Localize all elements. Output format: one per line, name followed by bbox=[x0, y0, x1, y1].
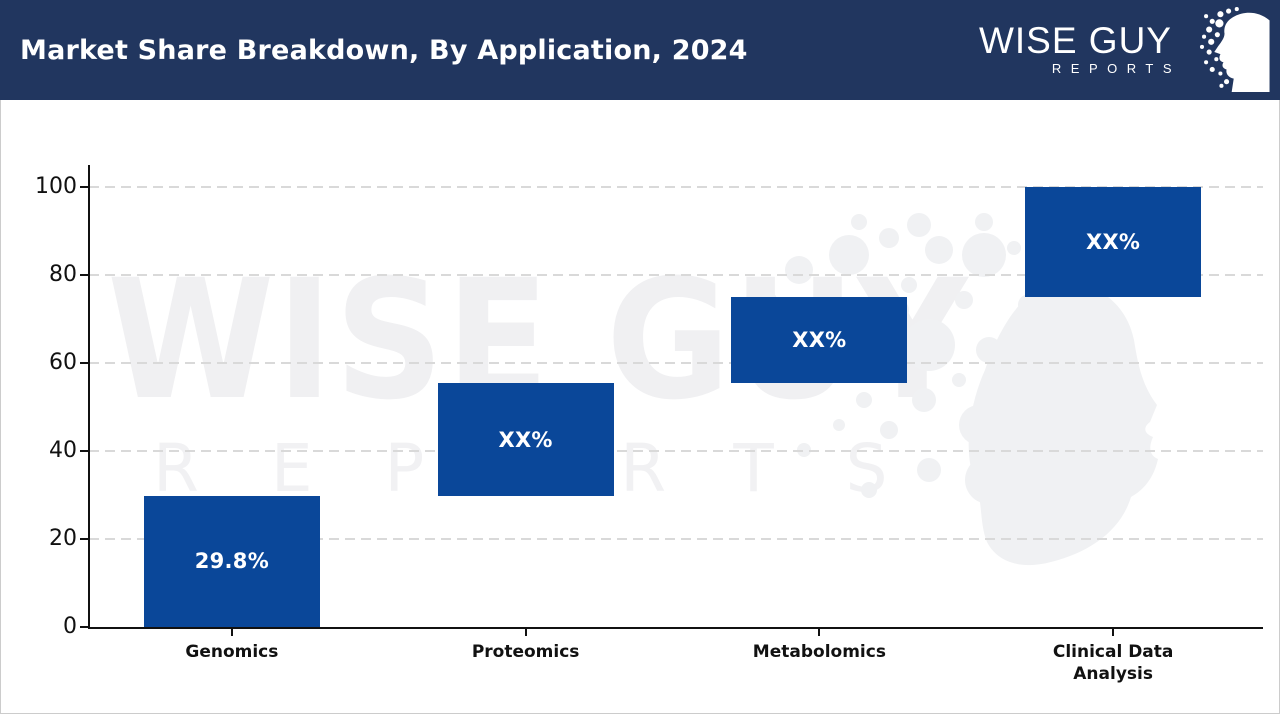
plot: 0 20 40 60 80 100 29.8% Genomics XX% Proteomics XX… bbox=[1, 100, 1279, 713]
chart-area: WISE GUY REPORTS 02040608010029.8%Genomi… bbox=[0, 100, 1280, 714]
y-tick bbox=[80, 538, 88, 540]
gridline bbox=[89, 538, 1263, 540]
y-tick bbox=[80, 274, 88, 276]
x-tick bbox=[818, 629, 821, 636]
x-tick bbox=[1112, 629, 1115, 636]
gridline bbox=[89, 274, 1263, 276]
gridline bbox=[89, 450, 1263, 452]
logo-text: WISE GUY REPORTS bbox=[979, 22, 1172, 78]
bar-value-label: XX% bbox=[1085, 230, 1141, 254]
y-tick bbox=[80, 362, 88, 364]
y-tick-label: 100 bbox=[35, 174, 77, 199]
gridline bbox=[89, 362, 1263, 364]
bar-genomics: 29.8% bbox=[143, 495, 320, 627]
y-axis bbox=[88, 165, 90, 629]
header: Market Share Breakdown, By Application, … bbox=[0, 0, 1280, 100]
x-category-label: Clinical Data Analysis bbox=[1052, 642, 1174, 684]
logo-wordmark: WISE GUY bbox=[978, 20, 1172, 61]
y-tick bbox=[80, 450, 88, 452]
gridline bbox=[89, 186, 1263, 188]
logo-subtext: REPORTS bbox=[1051, 61, 1181, 76]
x-tick bbox=[524, 629, 527, 636]
bar-proteomics: XX% bbox=[437, 383, 614, 496]
x-axis bbox=[88, 627, 1263, 629]
y-tick-label: 0 bbox=[63, 614, 77, 639]
x-category-label: Metabolomics bbox=[752, 642, 886, 662]
chart-title: Market Share Breakdown, By Application, … bbox=[20, 34, 748, 66]
watermark-face-icon bbox=[761, 213, 1158, 566]
x-category-label: Proteomics bbox=[471, 642, 580, 662]
y-tick bbox=[80, 186, 88, 188]
y-tick-label: 80 bbox=[49, 262, 77, 287]
bar-clinical-data-analysis: XX% bbox=[1025, 187, 1202, 297]
wiseguy-logo: WISE GUY REPORTS bbox=[979, 6, 1274, 94]
y-tick-label: 20 bbox=[49, 526, 77, 551]
bar-value-label: 29.8% bbox=[194, 549, 270, 574]
bar-value-label: XX% bbox=[498, 427, 553, 452]
x-tick bbox=[230, 629, 233, 636]
y-tick-label: 40 bbox=[49, 438, 77, 463]
y-tick bbox=[80, 626, 88, 628]
y-tick-label: 60 bbox=[49, 350, 77, 375]
logo-face-icon bbox=[1199, 7, 1270, 92]
x-category-label: Genomics bbox=[185, 642, 279, 662]
bar-metabolomics: XX% bbox=[731, 297, 908, 384]
bar-value-label: XX% bbox=[792, 328, 847, 353]
